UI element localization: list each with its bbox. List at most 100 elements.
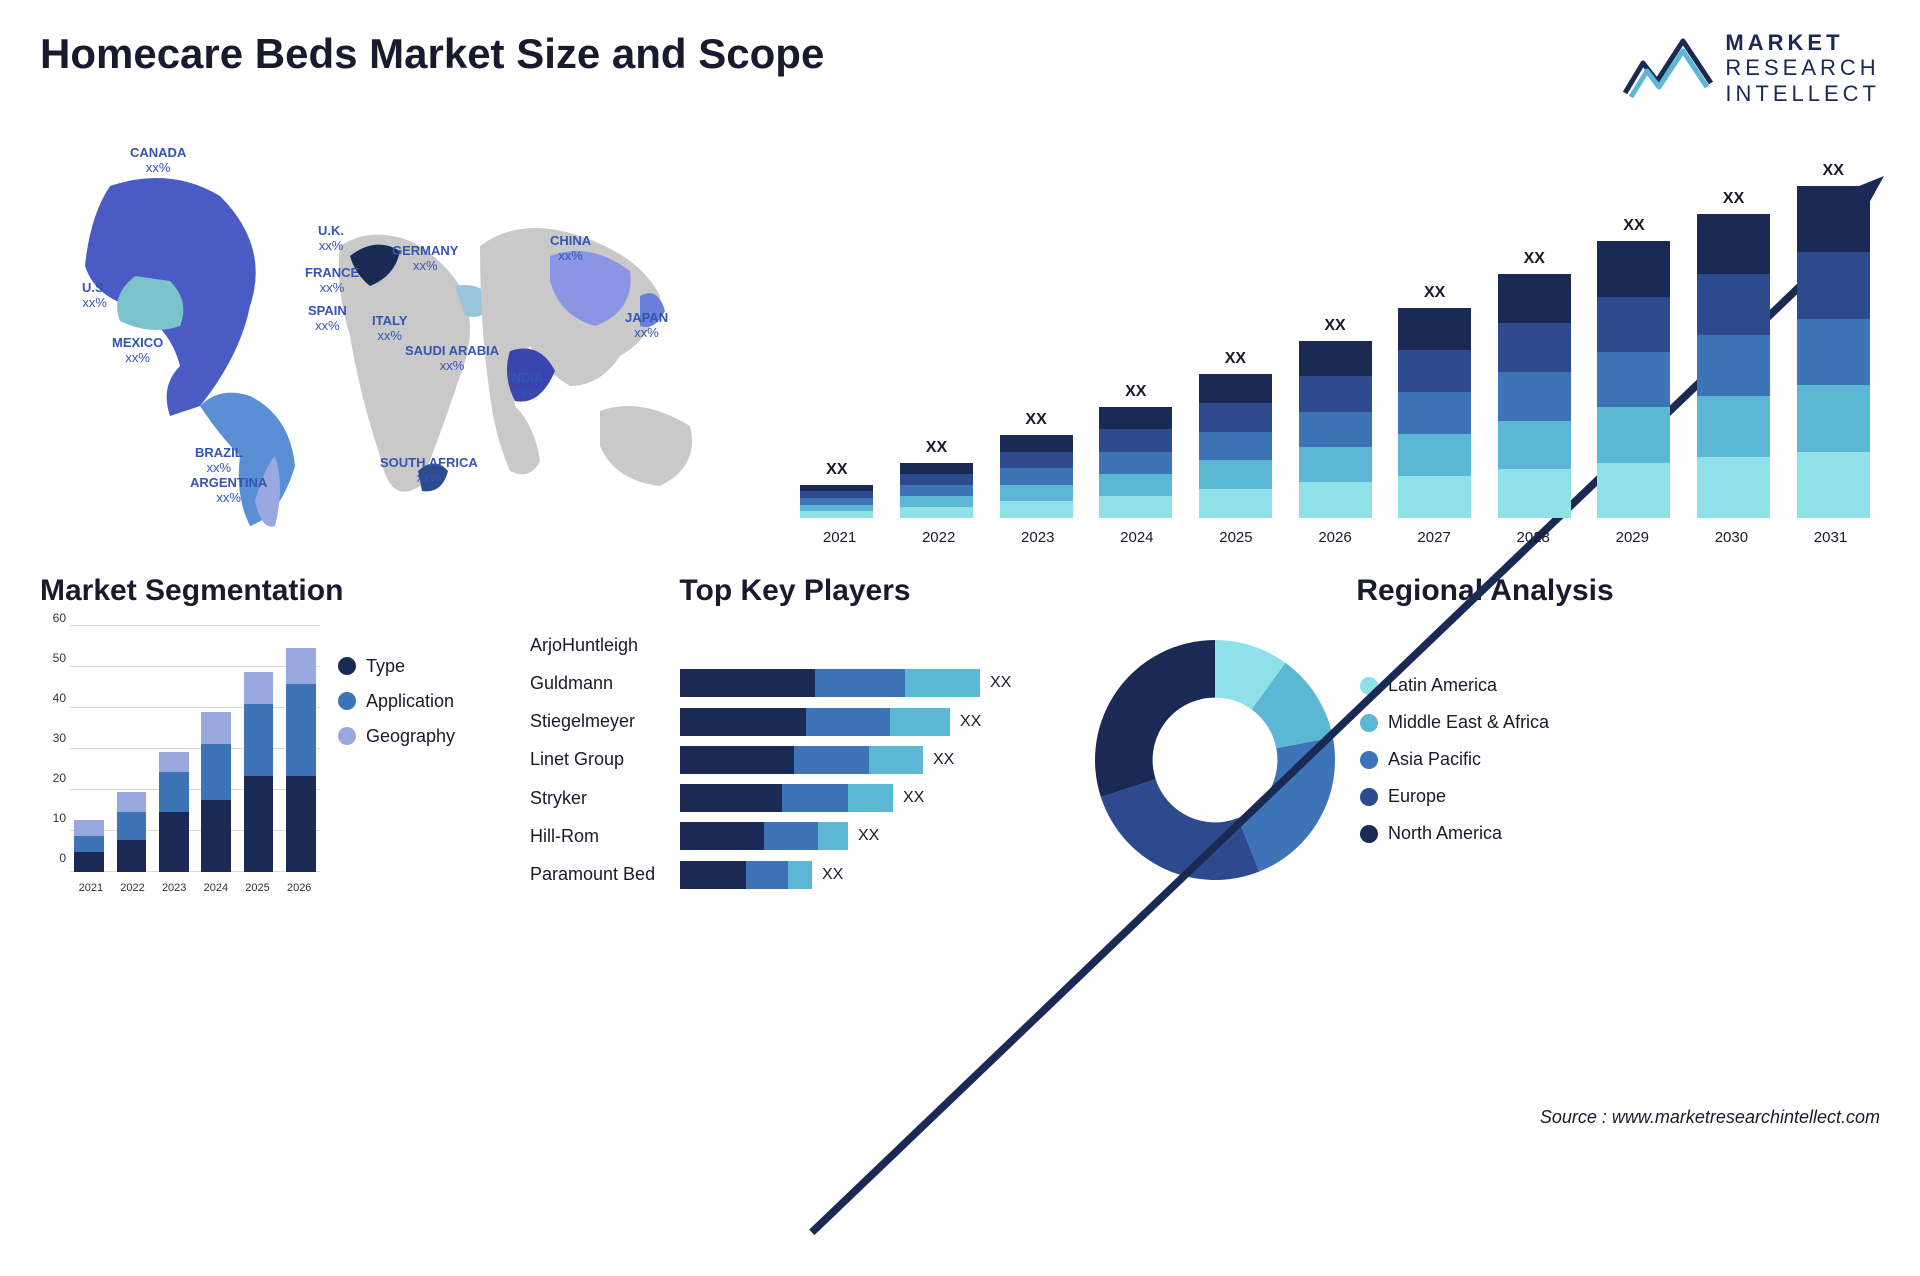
growth-bar: XX	[890, 439, 984, 518]
legend-swatch-icon	[1360, 788, 1378, 806]
growth-year-label: 2023	[988, 529, 1087, 546]
legend-swatch-icon	[338, 692, 356, 710]
segmentation-panel: Market Segmentation 20212022202320242025…	[40, 574, 500, 894]
legend-label: North America	[1388, 823, 1502, 844]
growth-bar: XX	[1487, 250, 1581, 517]
regional-legend-item: Middle East & Africa	[1360, 712, 1549, 733]
player-name: ArjoHuntleigh	[530, 635, 680, 656]
player-value: XX	[903, 789, 924, 807]
seg-legend-item: Type	[338, 656, 455, 677]
legend-label: Latin America	[1388, 675, 1497, 696]
growth-bar: XX	[1388, 284, 1482, 518]
donut-slice	[1101, 779, 1259, 880]
regional-legend-item: Asia Pacific	[1360, 749, 1549, 770]
seg-bar	[112, 792, 150, 872]
regional-legend-item: Latin America	[1360, 675, 1549, 696]
growth-bar: XX	[1189, 350, 1283, 518]
player-bar-row: XX	[680, 667, 1060, 699]
map-country-label: ITALYxx%	[372, 314, 407, 344]
seg-bar	[70, 820, 108, 872]
player-name: Linet Group	[530, 749, 680, 770]
map-country-label: FRANCExx%	[305, 266, 359, 296]
growth-bar-value: XX	[1025, 411, 1046, 429]
map-country-label: INDIAxx%	[508, 371, 543, 401]
player-value: XX	[822, 866, 843, 884]
player-value: XX	[933, 751, 954, 769]
map-country-label: CANADAxx%	[130, 146, 186, 176]
seg-y-tick: 20	[40, 771, 66, 785]
regional-legend-item: North America	[1360, 823, 1549, 844]
seg-year-label: 2022	[112, 882, 154, 894]
growth-year-label: 2031	[1781, 529, 1880, 546]
logo-text-3: INTELLECT	[1725, 81, 1880, 106]
key-players-panel: Top Key Players ArjoHuntleighGuldmannSti…	[530, 574, 1060, 894]
legend-swatch-icon	[1360, 825, 1378, 843]
seg-bar	[197, 712, 235, 872]
player-bar-row: XX	[680, 744, 1060, 776]
map-country-label: BRAZILxx%	[195, 446, 243, 476]
growth-year-label: 2027	[1385, 529, 1484, 546]
legend-swatch-icon	[1360, 677, 1378, 695]
seg-legend-item: Application	[338, 691, 455, 712]
growth-year-label: 2021	[790, 529, 889, 546]
segmentation-title: Market Segmentation	[40, 574, 500, 608]
growth-bar-value: XX	[1225, 350, 1246, 368]
legend-label: Europe	[1388, 786, 1446, 807]
growth-bar-value: XX	[926, 439, 947, 457]
growth-year-label: 2026	[1285, 529, 1384, 546]
logo-text-1: MARKET	[1725, 30, 1880, 55]
legend-label: Type	[366, 656, 405, 677]
player-bar-row: XX	[680, 706, 1060, 738]
growth-bar-value: XX	[1823, 162, 1844, 180]
segmentation-legend: Type Application Geography	[338, 626, 455, 894]
growth-bar: XX	[1587, 217, 1681, 518]
map-country-label: GERMANYxx%	[392, 244, 458, 274]
donut-slice	[1238, 737, 1335, 871]
seg-y-tick: 0	[40, 851, 66, 865]
map-country-label: ARGENTINAxx%	[190, 476, 267, 506]
seg-y-tick: 50	[40, 651, 66, 665]
segmentation-chart: 202120222023202420252026 0102030405060	[40, 626, 320, 894]
map-country-label: JAPANxx%	[625, 311, 668, 341]
legend-swatch-icon	[1360, 714, 1378, 732]
legend-label: Middle East & Africa	[1388, 712, 1549, 733]
legend-swatch-icon	[338, 657, 356, 675]
player-name: Guldmann	[530, 673, 680, 694]
growth-bar-value: XX	[1623, 217, 1644, 235]
player-value: XX	[960, 713, 981, 731]
regional-panel: Regional Analysis Latin America Middle Ea…	[1090, 574, 1880, 894]
map-country-label: U.S.xx%	[82, 281, 107, 311]
player-name: Paramount Bed	[530, 864, 680, 885]
growth-bar-value: XX	[1723, 190, 1744, 208]
regional-title: Regional Analysis	[1090, 574, 1880, 608]
player-bar-row: XX	[680, 782, 1060, 814]
map-country-label: CHINAxx%	[550, 234, 591, 264]
seg-year-label: 2023	[153, 882, 195, 894]
growth-year-label: 2030	[1682, 529, 1781, 546]
seg-bar	[155, 752, 193, 872]
map-country-label: MEXICOxx%	[112, 336, 163, 366]
seg-year-label: 2024	[195, 882, 237, 894]
map-country-label: SPAINxx%	[308, 304, 347, 334]
growth-year-label: 2022	[889, 529, 988, 546]
growth-year-label: 2029	[1583, 529, 1682, 546]
growth-bar: XX	[1288, 317, 1382, 518]
growth-bar-value: XX	[1125, 383, 1146, 401]
seg-y-tick: 10	[40, 811, 66, 825]
regional-legend: Latin America Middle East & Africa Asia Pa…	[1360, 675, 1549, 844]
logo-text-2: RESEARCH	[1725, 55, 1880, 80]
growth-bar-value: XX	[826, 461, 847, 479]
growth-bar-value: XX	[1424, 284, 1445, 302]
legend-swatch-icon	[1360, 751, 1378, 769]
legend-label: Geography	[366, 726, 455, 747]
growth-bar: XX	[989, 411, 1083, 518]
seg-legend-item: Geography	[338, 726, 455, 747]
growth-bar: XX	[1687, 190, 1781, 518]
growth-bar-value: XX	[1524, 250, 1545, 268]
seg-bar	[239, 672, 277, 872]
growth-bar: XX	[790, 461, 884, 518]
regional-legend-item: Europe	[1360, 786, 1549, 807]
player-value: XX	[990, 674, 1011, 692]
player-name: Stiegelmeyer	[530, 711, 680, 732]
logo-mark-icon	[1623, 33, 1713, 103]
